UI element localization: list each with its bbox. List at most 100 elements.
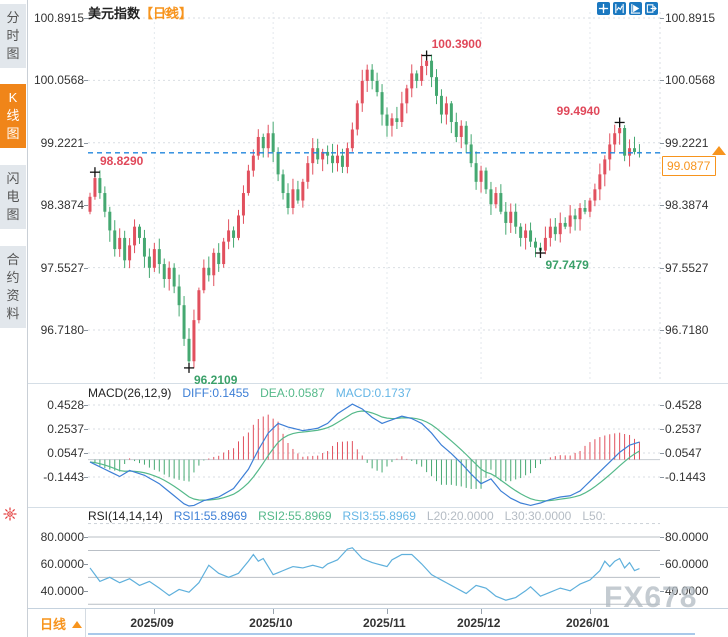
rsi-legend-item: RSI2:55.8969 [258,509,332,523]
y-axis-label-left: 99.2221 [40,135,84,150]
x-axis-tick [589,609,591,614]
axis-tick [660,18,664,19]
divider [85,609,86,637]
y-axis-label-right: 0.4528 [665,397,702,412]
y-axis-label-left: 0.4528 [47,397,84,412]
axis-tick [84,267,88,269]
sidebar-item-0[interactable]: 分时图 [0,4,26,68]
y-axis-label-left: 96.7180 [40,323,84,337]
axis-tick [660,590,664,592]
x-axis-label: 2025/10 [249,616,293,630]
y-axis-label-left: 60.0000 [40,556,84,571]
axis-tick [84,453,88,454]
timeline-scrollbar[interactable] [88,633,695,635]
macd-params-label: MACD(26,12,9) [88,386,172,400]
x-axis-tick [154,609,156,614]
x-axis-label: 2025/12 [457,616,501,630]
add-overlay-icon[interactable]: ⊕ [163,4,174,19]
chart-toolbar [597,2,658,15]
rsi-legend-item: RSI3:55.8969 [342,509,416,523]
x-axis-label: 2026/01 [565,616,610,630]
page-title: 美元指数【日线】 [88,3,192,22]
y-axis-label-right: 98.3874 [665,198,709,213]
axis-tick [660,429,664,430]
axis-tick [84,330,88,331]
period-tag: 【日线】 [140,6,193,21]
x-axis-tick [387,609,388,614]
macd-legend-item: MACD:0.1737 [335,386,412,400]
axis-tick [84,205,88,207]
rsi-params-label: RSI(14,14,14) [88,509,163,523]
sidebar-item-2[interactable]: 闪电图 [0,165,26,229]
indicator-settings-icon[interactable] [3,507,17,526]
macd-legend-item: DEA:0.0587 [260,386,325,400]
rsi-legend-item: L30:30.0000 [504,509,572,523]
price-annotation: 96.2109 [194,372,238,387]
x-axis-label: 2025/11 [363,616,406,630]
y-axis-label-right: 100.8915 [665,11,716,25]
rsi-legend-item: L20:20.0000 [426,509,494,523]
axis-tick [660,537,664,538]
macd-legend-item: DIFF:0.1455 [182,386,250,400]
y-axis-label-left: 97.5527 [40,260,84,275]
axis-tick [84,80,88,82]
y-axis-label-left: 80.0000 [40,530,84,544]
y-axis-label-left: 100.0568 [33,73,84,88]
axis-tick [84,404,88,406]
axis-scale-icon[interactable] [613,2,626,15]
y-axis-label-left: 100.8915 [33,11,84,25]
rsi-header: RSI(14,14,14) RSI1:55.8969 RSI2:55.8969 RSI… [88,509,663,523]
price-annotation: 97.7479 [545,258,589,272]
axis-tick [84,429,88,430]
y-axis-label-right: 0.2537 [665,422,702,436]
auto-scale-icon[interactable] [629,2,642,15]
y-axis-label-left: 98.3874 [40,198,84,213]
y-axis-label-right: 0.0547 [665,446,702,460]
axis-tick [660,404,664,406]
rsi-legend-item: L50: [582,509,606,523]
y-axis-label-right: 100.0568 [665,73,716,88]
axis-tick [84,476,88,478]
axis-tick [660,476,664,478]
axis-tick [660,205,664,207]
period-selector-button[interactable]: 日线 [40,614,83,633]
price-up-arrow-icon [712,145,726,155]
crosshair-icon[interactable] [597,2,610,15]
watermark: FX678 [604,581,698,614]
y-axis-label-right: 60.0000 [665,556,709,571]
axis-tick [660,453,664,454]
macd-header: MACD(26,12,9) DIFF:0.1455 DEA:0.0587 MACD:0… [88,386,663,400]
symbol-name: 美元指数 [88,6,141,21]
panel-separator [27,507,728,508]
price-annotation: 99.4940 [556,104,601,119]
collapse-right-icon[interactable] [645,2,658,15]
price-annotation: 100.3900 [431,37,482,52]
y-axis-label-right: 40.0000 [665,583,709,598]
x-axis-tick [481,609,483,614]
axis-tick [660,142,664,144]
axis-tick [84,590,88,592]
x-axis-tick [273,609,275,614]
current-price-badge: 99.0877 [662,155,716,176]
x-axis-label: 2025/09 [130,616,174,630]
axis-tick [660,563,664,565]
sidebar-item-3[interactable]: 合约资料 [0,246,26,328]
axis-tick [660,80,664,82]
y-axis-label-right: 96.7180 [665,323,709,337]
triangle-up-icon [72,621,83,628]
axis-tick [84,537,88,538]
y-axis-label-left: 40.0000 [40,583,84,598]
price-annotation: 98.8290 [99,154,144,169]
axis-tick [660,267,664,269]
panel-separator [27,383,728,384]
rsi-legend-item: RSI1:55.8969 [173,509,248,523]
y-axis-label-left: 0.2537 [47,422,84,436]
y-axis-label-left: 0.0547 [47,446,84,460]
bottom-separator [27,608,728,609]
y-axis-label-right: 80.0000 [665,530,709,544]
axis-tick [660,330,664,331]
